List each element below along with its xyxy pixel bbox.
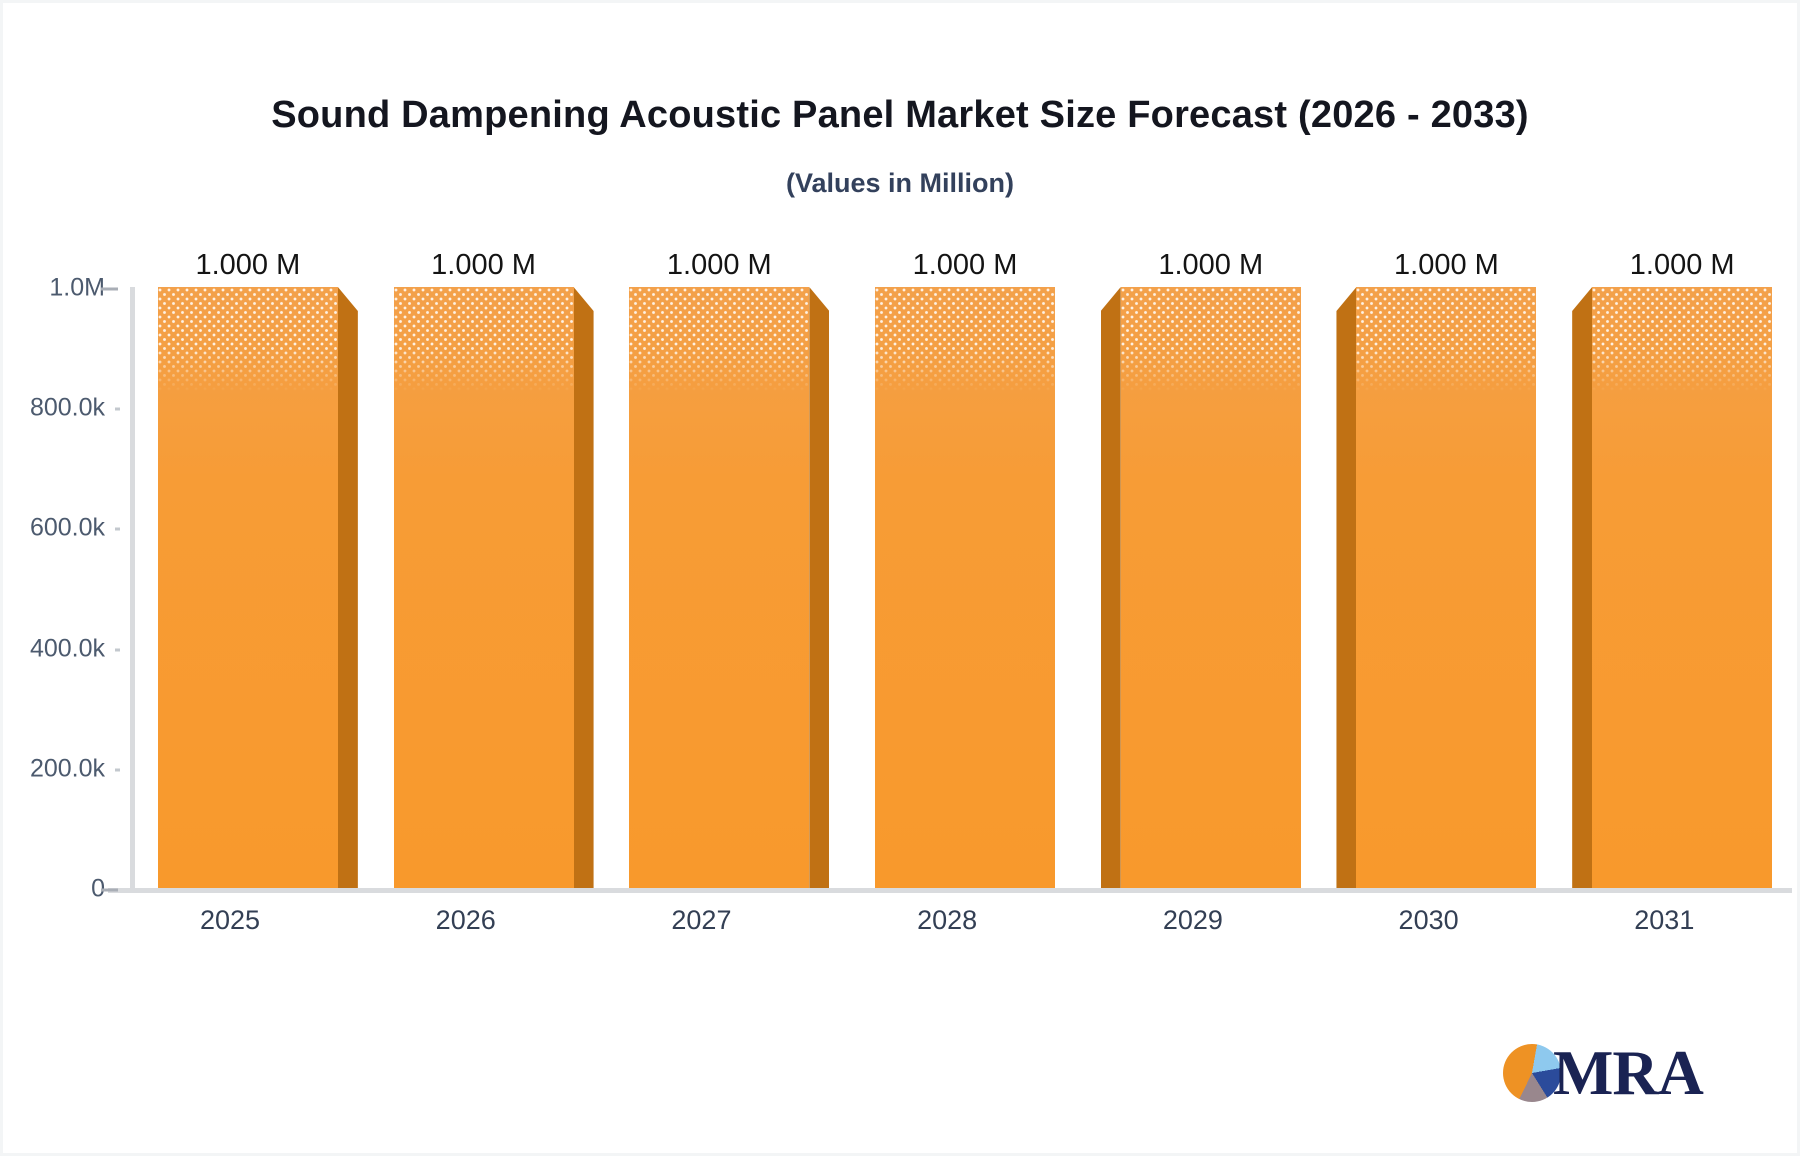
bar-face (1356, 287, 1537, 888)
bar: 1.000 M (393, 249, 594, 888)
y-axis-tick-label: 200.0k (29, 754, 105, 783)
x-axis-label: 2030 (1398, 905, 1459, 935)
bar-dots-texture (1592, 287, 1773, 395)
bar: 1.000 M (1336, 249, 1537, 888)
y-axis-tick (115, 527, 120, 531)
bar-dots-texture (1120, 287, 1301, 395)
y-axis-line (130, 287, 135, 893)
bar-3d-side (573, 287, 594, 888)
bar-3d-side (1336, 287, 1357, 888)
bar-dots-texture (393, 287, 574, 395)
y-axis-tick-label: 400.0k (29, 634, 105, 663)
bar-face (1592, 287, 1773, 888)
bar-value-label: 1.000 M (431, 249, 536, 281)
bar-face (875, 287, 1056, 888)
x-axis-label: 2028 (917, 905, 978, 935)
logo-text: MRA (1553, 1037, 1704, 1108)
y-axis-tick (101, 888, 118, 892)
bar-3d-side (809, 287, 830, 888)
bar-value-label: 1.000 M (1158, 249, 1264, 281)
bar-value-label: 1.000 M (1629, 249, 1735, 281)
bar-value-label: 1.000 M (666, 249, 772, 281)
bar-face (1120, 287, 1301, 888)
bar: 1.000 M (157, 249, 358, 888)
bar-slot: 1.000 M 2030 (1319, 249, 1555, 935)
y-axis-tick (115, 407, 120, 411)
bar-dots-texture (1356, 287, 1537, 395)
bar-slot: 1.000 M 2031 (1554, 249, 1790, 935)
chart-title: Sound Dampening Acoustic Panel Market Si… (271, 94, 1529, 136)
bar-3d-side (1100, 287, 1121, 888)
x-axis-label: 2031 (1634, 905, 1695, 935)
x-axis-label: 2027 (671, 905, 732, 935)
x-axis-label: 2025 (199, 905, 261, 935)
bar-value-label: 1.000 M (912, 249, 1018, 281)
bar: 1.000 M (629, 249, 830, 888)
x-axis-baseline (108, 888, 1792, 893)
bar-slot: 1.000 M 2029 (1083, 249, 1319, 935)
y-axis-tick-label: 600.0k (29, 513, 105, 542)
bar-value-label: 1.000 M (195, 249, 301, 281)
bar-3d-side (337, 287, 358, 888)
pie-chart-logo-icon (1503, 1044, 1561, 1102)
plot-area: 1.000 M 2025 1.000 M 2026 1.000 M 2027 (140, 249, 1790, 935)
bar-dots-texture (157, 287, 338, 395)
bar: 1.000 M (865, 249, 1065, 888)
y-axis-tick-label: 1.0M (49, 273, 105, 302)
y-axis-tick (101, 287, 118, 291)
bar-slot: 1.000 M 2028 (847, 249, 1083, 935)
y-axis-tick (115, 648, 120, 652)
chart-subtitle: (Values in Million) (785, 168, 1015, 198)
bar: 1.000 M (1100, 249, 1301, 888)
y-axis-tick-label: 0 (91, 874, 105, 903)
bar-slot: 1.000 M 2025 (140, 249, 376, 935)
x-axis-label: 2029 (1162, 905, 1223, 935)
bar-slot: 1.000 M 2027 (611, 249, 847, 935)
y-axis-tick (115, 768, 120, 772)
bar-slot: 1.000 M 2026 (376, 249, 612, 935)
bar-face (629, 287, 810, 888)
bar: 1.000 M (1572, 249, 1773, 888)
bar-value-label: 1.000 M (1394, 249, 1499, 281)
x-axis-label: 2026 (435, 905, 496, 935)
bar-face (393, 287, 574, 888)
mra-logo: MRA (1503, 1037, 1704, 1108)
bar-dots-texture (875, 287, 1056, 395)
bar-dots-texture (629, 287, 810, 395)
y-axis-tick-label: 800.0k (29, 393, 105, 422)
bar-3d-side (1572, 287, 1593, 888)
bar-face (157, 287, 338, 888)
